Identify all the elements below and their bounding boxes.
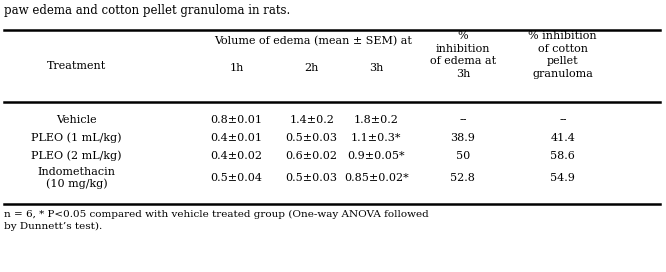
Text: 0.4±0.02: 0.4±0.02 <box>210 151 262 161</box>
Text: 38.9: 38.9 <box>450 133 476 143</box>
Text: 1.4±0.2: 1.4±0.2 <box>289 115 334 125</box>
Text: 52.8: 52.8 <box>450 173 476 183</box>
Text: --: -- <box>559 115 567 125</box>
Text: --: -- <box>459 115 467 125</box>
Text: 0.8±0.01: 0.8±0.01 <box>210 115 262 125</box>
Text: 1.8±0.2: 1.8±0.2 <box>354 115 399 125</box>
Text: 0.4±0.01: 0.4±0.01 <box>210 133 262 143</box>
Text: PLEO (1 mL/kg): PLEO (1 mL/kg) <box>31 133 122 143</box>
Text: PLEO (2 mL/kg): PLEO (2 mL/kg) <box>31 151 122 161</box>
Text: Indomethacin
(10 mg/kg): Indomethacin (10 mg/kg) <box>37 167 116 189</box>
Text: 3h: 3h <box>369 63 384 73</box>
Text: 50: 50 <box>456 151 470 161</box>
Text: Treatment: Treatment <box>47 61 106 71</box>
Text: 1.1±0.3*: 1.1±0.3* <box>351 133 402 143</box>
Text: 0.9±0.05*: 0.9±0.05* <box>348 151 405 161</box>
Text: Volume of edema (mean ± SEM) at: Volume of edema (mean ± SEM) at <box>214 36 412 46</box>
Text: % inhibition
of cotton
pellet
granuloma: % inhibition of cotton pellet granuloma <box>528 31 597 79</box>
Text: 0.5±0.03: 0.5±0.03 <box>286 133 338 143</box>
Text: Vehicle: Vehicle <box>57 115 97 125</box>
Text: 0.5±0.03: 0.5±0.03 <box>286 173 338 183</box>
Text: 41.4: 41.4 <box>550 133 575 143</box>
Text: 0.6±0.02: 0.6±0.02 <box>286 151 338 161</box>
Text: 54.9: 54.9 <box>550 173 575 183</box>
Text: 0.85±0.02*: 0.85±0.02* <box>344 173 409 183</box>
Text: 1h: 1h <box>229 63 244 73</box>
Text: n = 6, * P<0.05 compared with vehicle treated group (One-way ANOVA followed
by D: n = 6, * P<0.05 compared with vehicle tr… <box>4 210 429 231</box>
Text: %
inhibition
of edema at
3h: % inhibition of edema at 3h <box>430 31 496 79</box>
Text: 2h: 2h <box>304 63 319 73</box>
Text: paw edema and cotton pellet granuloma in rats.: paw edema and cotton pellet granuloma in… <box>4 4 290 17</box>
Text: 58.6: 58.6 <box>550 151 575 161</box>
Text: 0.5±0.04: 0.5±0.04 <box>210 173 262 183</box>
